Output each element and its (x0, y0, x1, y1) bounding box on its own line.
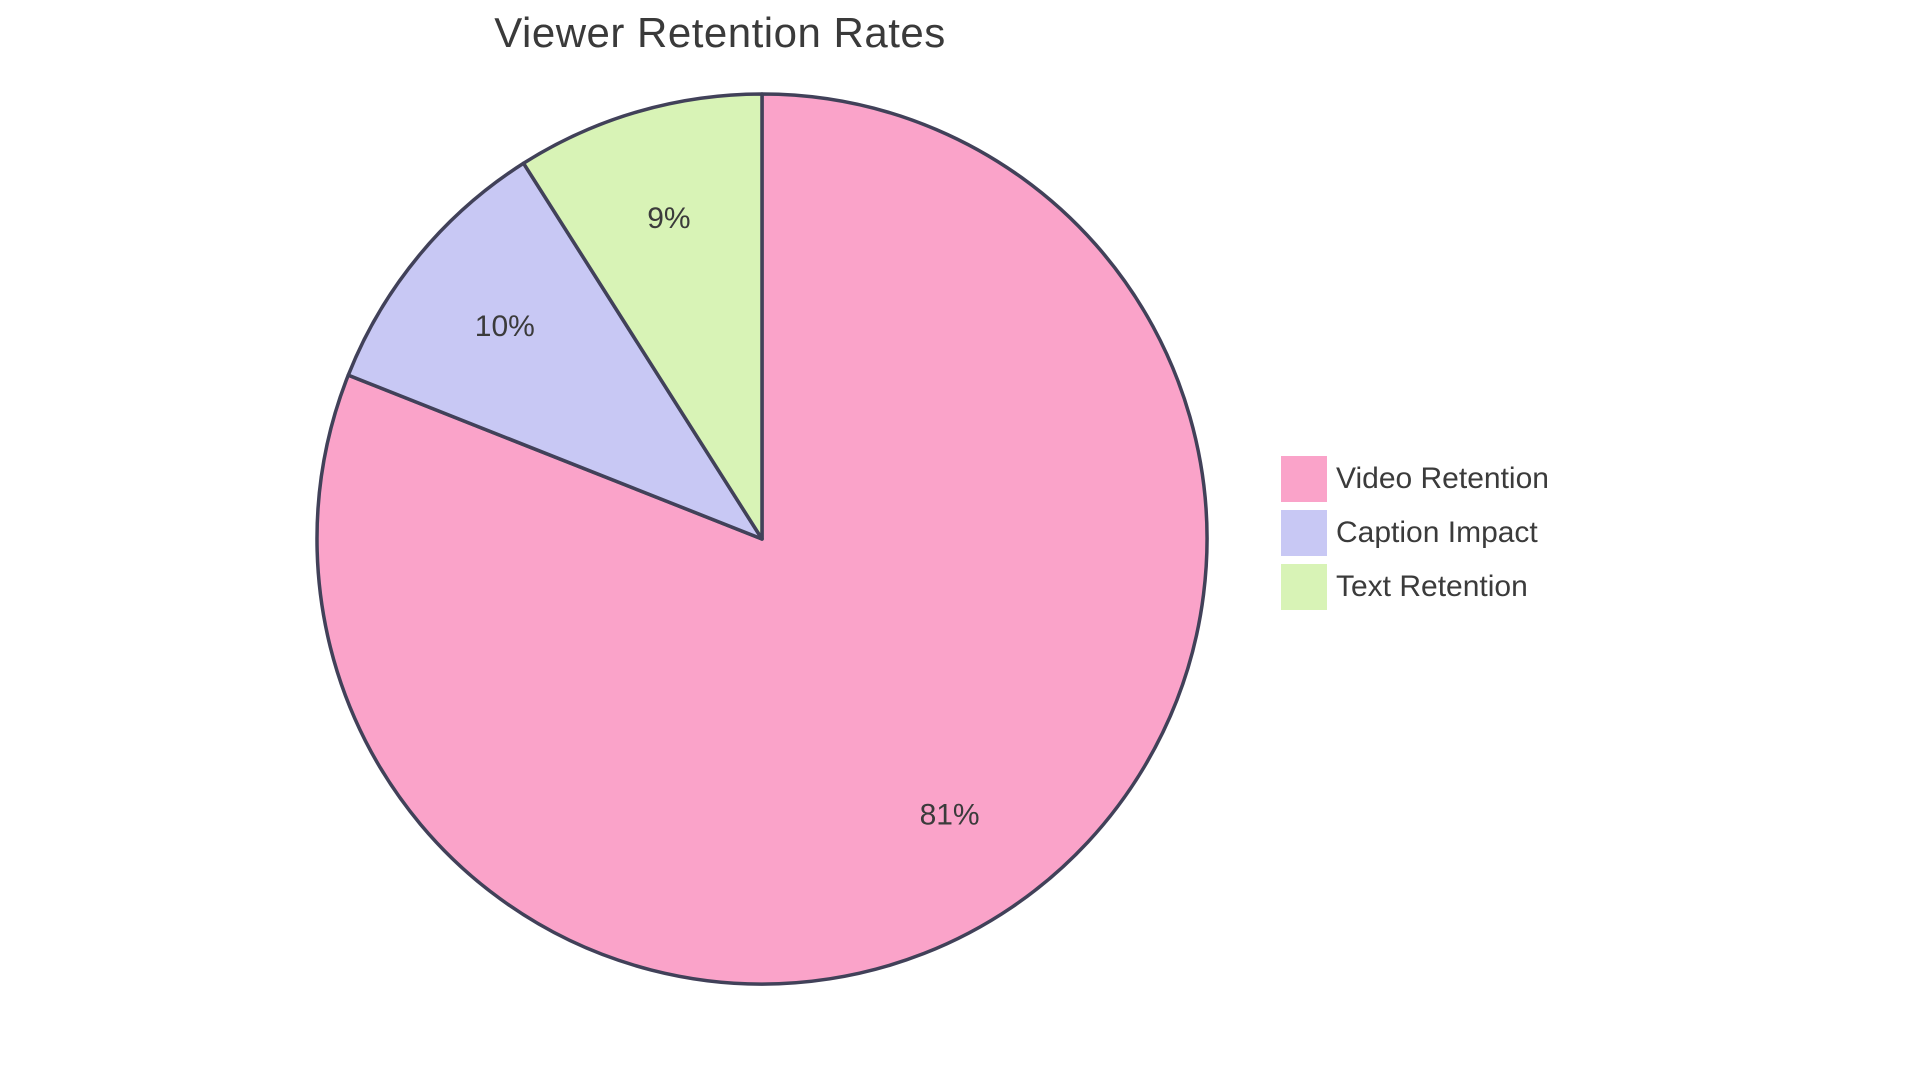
pie-label-caption-impact: 10% (475, 310, 535, 343)
legend-label-caption-impact: Caption Impact (1336, 516, 1538, 549)
legend-swatch-video-retention (1281, 456, 1327, 502)
legend-item-caption-impact: Caption Impact (1281, 510, 1549, 556)
chart-title: Viewer Retention Rates (494, 9, 946, 56)
legend-swatch-caption-impact (1281, 510, 1327, 556)
pie-label-text-retention: 9% (647, 202, 690, 235)
legend-item-text-retention: Text Retention (1281, 564, 1549, 610)
legend-label-text-retention: Text Retention (1336, 570, 1528, 603)
legend: Video Retention Caption Impact Text Rete… (1281, 456, 1549, 618)
legend-item-video-retention: Video Retention (1281, 456, 1549, 502)
pie-label-video-retention: 81% (920, 799, 980, 832)
pie-slice-caption-impact (346, 161, 764, 541)
pie-slice-text-retention (521, 92, 764, 541)
legend-label-video-retention: Video Retention (1336, 462, 1549, 495)
legend-swatch-text-retention (1281, 564, 1327, 610)
